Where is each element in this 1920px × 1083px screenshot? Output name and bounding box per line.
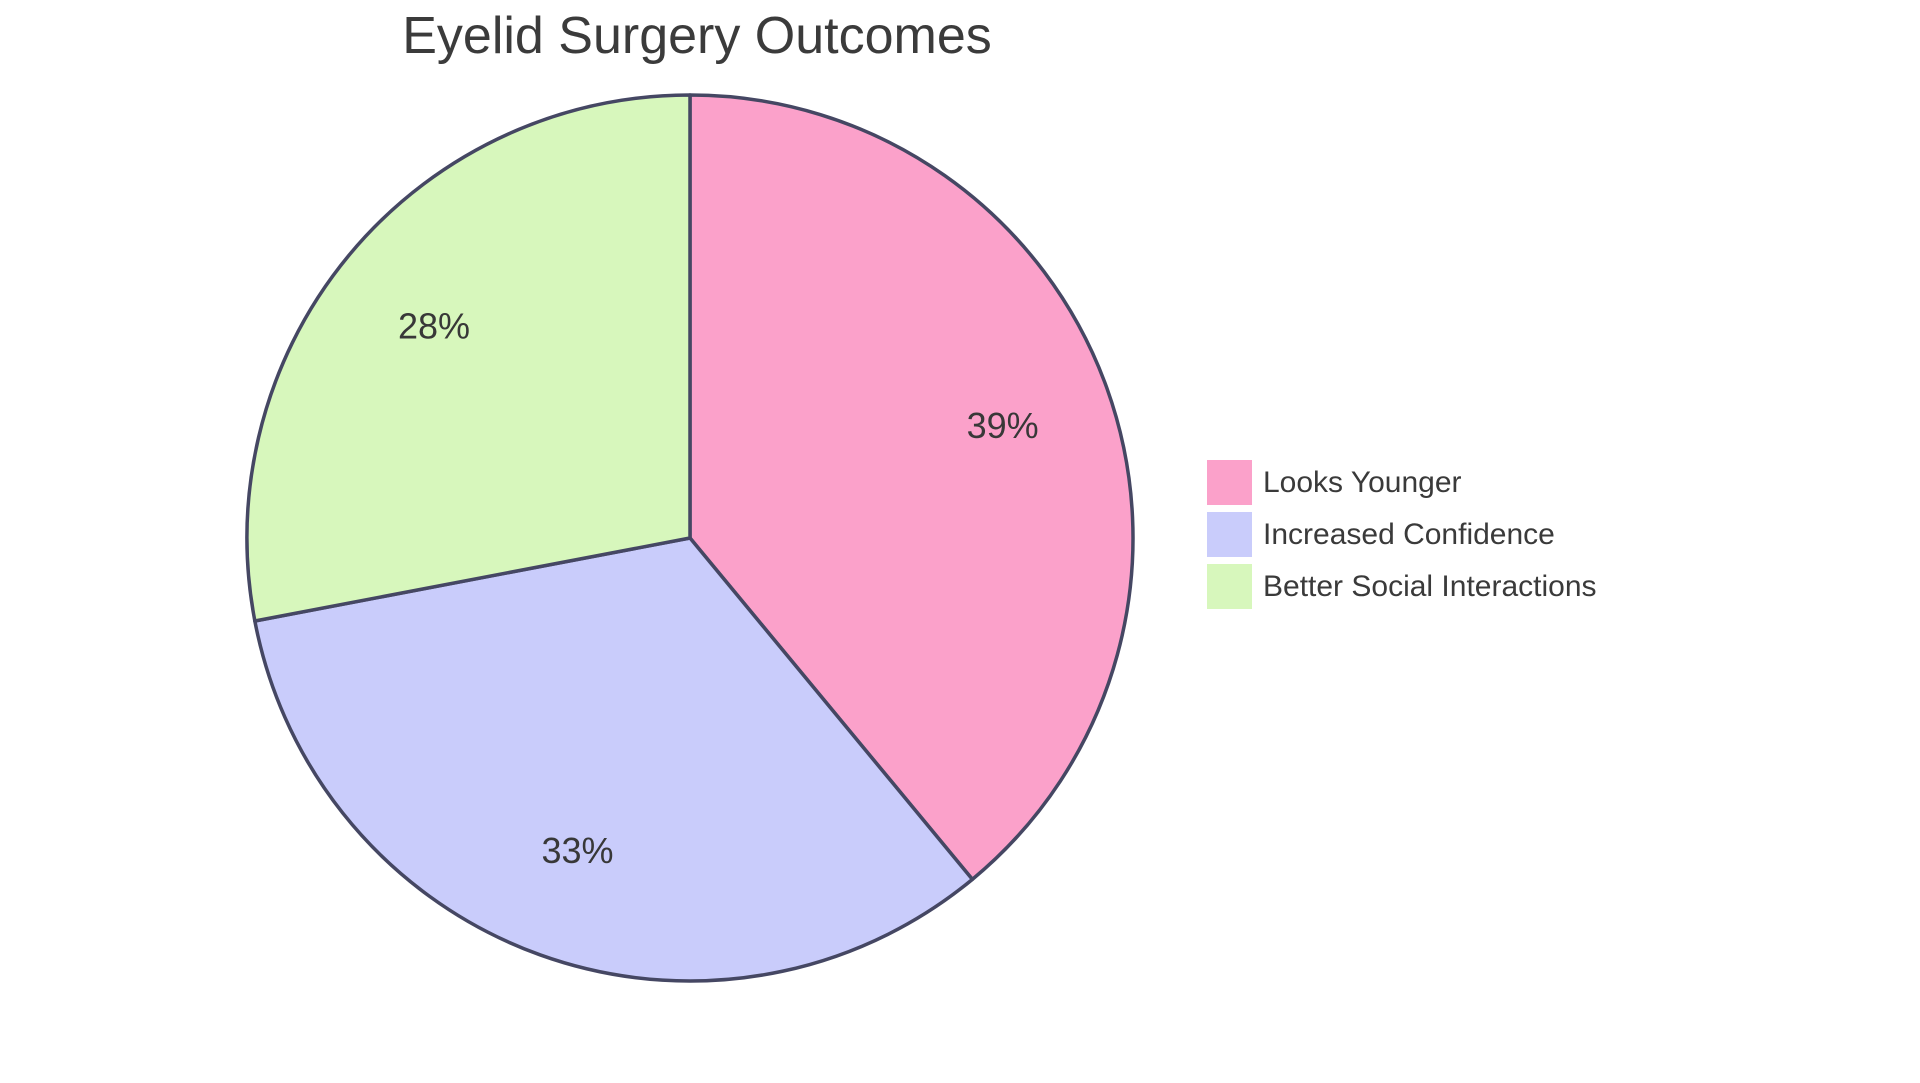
legend-swatch bbox=[1207, 512, 1252, 557]
legend-item: Increased Confidence bbox=[1207, 512, 1597, 557]
slice-value-label-1: 39% bbox=[967, 405, 1039, 446]
legend-label: Looks Younger bbox=[1263, 465, 1462, 499]
slice-value-label-2: 33% bbox=[541, 830, 613, 871]
legend-item: Better Social Interactions bbox=[1207, 564, 1597, 609]
legend-label: Better Social Interactions bbox=[1263, 569, 1597, 603]
pie-chart: 39% 33% 28% bbox=[245, 93, 1135, 983]
slice-value-label-3: 28% bbox=[398, 306, 470, 347]
legend-swatch bbox=[1207, 564, 1252, 609]
chart-title: Eyelid Surgery Outcomes bbox=[402, 7, 992, 65]
legend-label: Increased Confidence bbox=[1263, 517, 1555, 551]
legend-item: Looks Younger bbox=[1207, 460, 1597, 505]
pie-slice-1 bbox=[688, 93, 1135, 882]
pie-slice-2 bbox=[253, 536, 975, 983]
chart-legend: Looks Younger Increased Confidence Better … bbox=[1207, 460, 1597, 616]
legend-swatch bbox=[1207, 460, 1252, 505]
pie-slice-3 bbox=[245, 93, 692, 623]
